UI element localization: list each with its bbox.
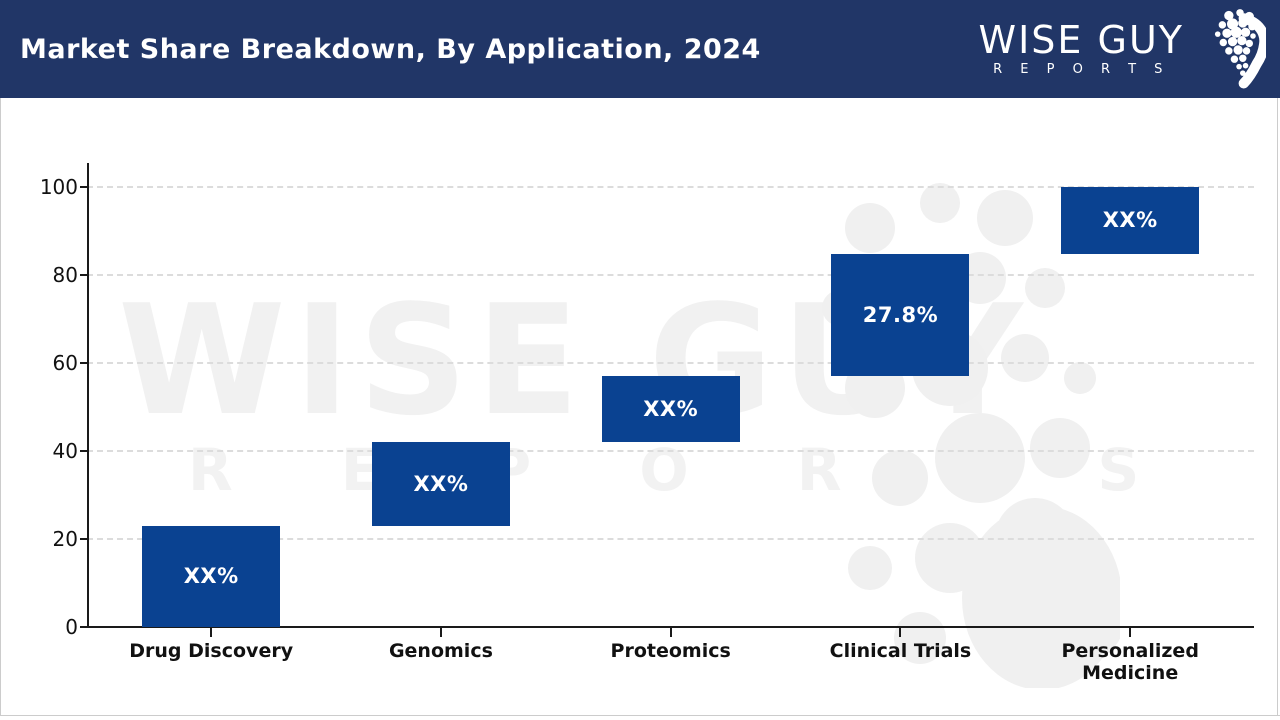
x-tick xyxy=(899,628,902,637)
page-border-right xyxy=(1277,98,1278,716)
x-axis-line xyxy=(87,626,1254,628)
brand-logo-subtitle: R E P O R T S xyxy=(993,61,1170,77)
header-bar: Market Share Breakdown, By Application, … xyxy=(0,0,1280,98)
brand-logo: WISE GUY R E P O R T S xyxy=(979,0,1266,98)
bar-value-label: 27.8% xyxy=(862,303,939,328)
x-tick xyxy=(439,628,442,637)
bar: XX% xyxy=(1061,187,1200,254)
x-tick xyxy=(1129,628,1132,637)
y-tick xyxy=(80,450,87,452)
page-border-bottom xyxy=(0,715,1280,716)
y-tick-label: 80 xyxy=(52,263,78,287)
category-label: Clinical Trials xyxy=(829,640,972,662)
y-tick-label: 20 xyxy=(52,527,78,551)
x-tick xyxy=(210,628,213,637)
bar: XX% xyxy=(371,442,510,526)
category-label: Proteomics xyxy=(610,640,731,662)
category-label: Personalized Medicine xyxy=(1061,640,1199,684)
page-border-left xyxy=(0,98,1,716)
y-tick xyxy=(80,274,87,276)
y-axis-line xyxy=(87,163,89,628)
y-tick-label: 40 xyxy=(52,439,78,463)
gridline xyxy=(87,274,1254,276)
bar-value-label: XX% xyxy=(413,471,469,496)
gridline xyxy=(87,450,1254,452)
brand-logo-name: WISE GUY xyxy=(978,17,1184,62)
gridline xyxy=(87,538,1254,540)
page-title: Market Share Breakdown, By Application, … xyxy=(20,33,761,65)
y-tick-label: 60 xyxy=(52,351,78,375)
brand-head-icon xyxy=(1214,9,1266,89)
y-tick xyxy=(80,626,87,628)
bar-value-label: XX% xyxy=(1102,208,1158,233)
bar: XX% xyxy=(601,376,740,443)
y-tick xyxy=(80,538,87,540)
bar-value-label: XX% xyxy=(183,564,239,589)
gridline xyxy=(87,186,1254,188)
bar: XX% xyxy=(142,525,281,627)
x-tick xyxy=(669,628,672,637)
gridline xyxy=(87,362,1254,364)
y-tick xyxy=(80,362,87,364)
bar: 27.8% xyxy=(831,253,970,377)
category-label: Drug Discovery xyxy=(129,640,294,662)
y-tick-label: 100 xyxy=(39,175,78,199)
bar-value-label: XX% xyxy=(643,397,699,422)
y-tick xyxy=(80,186,87,188)
category-label: Genomics xyxy=(388,640,493,662)
y-tick-label: 0 xyxy=(65,615,78,639)
